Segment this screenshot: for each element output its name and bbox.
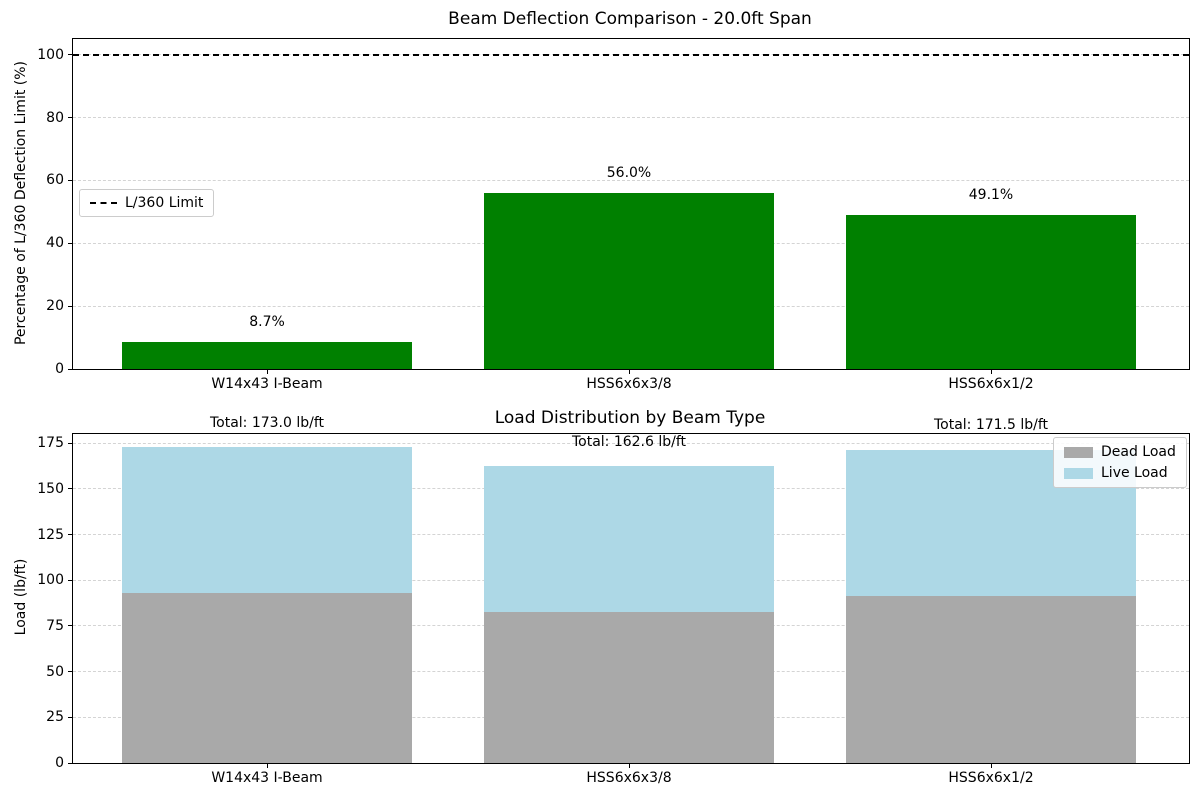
y-tick-mark — [68, 54, 72, 56]
dashed-line-sample-icon — [90, 202, 117, 204]
y-tick-mark — [68, 716, 72, 718]
y-tick-mark — [68, 305, 72, 307]
y-tick-label: 150 — [37, 480, 64, 497]
bar-value-label: 8.7% — [249, 313, 285, 330]
x-tick-label: W14x43 I-Beam — [211, 376, 323, 392]
deflection-plot-area: 0 20 40 60 80 100 W14x43 I-Beam HSS6x6x3/8 HSS6x… — [37, 38, 1190, 392]
dead-load-legend-label: Dead Load — [1101, 444, 1176, 460]
x-tick-mark — [629, 370, 630, 374]
load-plot-area: 0 25 50 75 100 125 150 175 W14x43 I-Beam HSS6x6x3… — [37, 415, 1190, 786]
x-tick-mark — [991, 764, 992, 768]
gridline — [73, 442, 1189, 444]
x-tick-label: HSS6x6x1/2 — [948, 376, 1034, 392]
x-tick-label: W14x43 I-Beam — [211, 770, 323, 786]
load-legend: Dead Load Live Load — [1053, 437, 1187, 488]
y-tick-mark — [68, 488, 72, 490]
y-tick-label: 25 — [46, 709, 64, 726]
y-tick-label: 20 — [46, 298, 64, 315]
live-load-bar — [122, 446, 412, 594]
y-tick-label: 125 — [37, 526, 64, 543]
y-tick-mark — [68, 625, 72, 627]
x-tick-mark — [267, 370, 268, 374]
y-tick-mark — [68, 368, 72, 370]
x-tick-label: HSS6x6x3/8 — [586, 376, 672, 392]
y-tick-label: 75 — [46, 617, 64, 634]
x-tick-label: HSS6x6x3/8 — [586, 770, 672, 786]
live-load-bar — [484, 465, 774, 613]
y-tick-label: 0 — [55, 755, 64, 771]
gridline — [73, 179, 1189, 181]
x-tick-mark — [629, 764, 630, 768]
x-tick-mark — [267, 764, 268, 768]
deflection-chart-title: Beam Deflection Comparison - 20.0ft Span — [448, 9, 812, 29]
live-load-legend-label: Live Load — [1101, 465, 1168, 481]
dead-load-bar — [846, 595, 1136, 763]
y-tick-mark — [68, 671, 72, 673]
y-tick-label: 175 — [37, 435, 64, 452]
deflection-y-axis-label: Percentage of L/360 Deflection Limit (%) — [13, 60, 29, 346]
y-tick-label: 60 — [46, 172, 64, 189]
y-tick-mark — [68, 117, 72, 119]
total-label: Total: 171.5 lb/ft — [933, 417, 1049, 434]
y-tick-label: 80 — [46, 109, 64, 126]
limit-legend: L/360 Limit — [79, 189, 215, 217]
deflection-bar — [484, 193, 774, 369]
dead-load-swatch-icon — [1064, 446, 1093, 458]
deflection-bar — [122, 341, 412, 369]
y-tick-label: 100 — [37, 46, 64, 63]
y-tick-label: 40 — [46, 235, 64, 252]
total-label: Total: 173.0 lb/ft — [209, 414, 325, 431]
live-load-swatch-icon — [1064, 467, 1093, 479]
y-tick-label: 50 — [46, 663, 64, 680]
x-tick-mark — [991, 370, 992, 374]
y-tick-mark — [68, 242, 72, 244]
legend-row-live-load: Live Load — [1064, 465, 1176, 481]
y-tick-mark — [68, 179, 72, 181]
deflection-bar — [846, 214, 1136, 369]
dead-load-bar — [122, 593, 412, 763]
limit-line — [73, 53, 1189, 56]
bar-value-label: 49.1% — [968, 186, 1014, 203]
y-tick-mark — [68, 442, 72, 444]
limit-legend-label: L/360 Limit — [125, 195, 204, 211]
total-label: Total: 162.6 lb/ft — [571, 433, 687, 450]
load-y-axis-label: Load (lb/ft) — [13, 558, 29, 636]
y-tick-mark — [68, 762, 72, 764]
y-tick-label: 0 — [55, 361, 64, 377]
x-tick-label: HSS6x6x1/2 — [948, 770, 1034, 786]
bar-value-label: 56.0% — [606, 164, 652, 181]
y-tick-label: 100 — [37, 572, 64, 589]
dead-load-bar — [484, 612, 774, 763]
y-tick-mark — [68, 579, 72, 581]
gridline — [73, 117, 1189, 119]
load-chart-title: Load Distribution by Beam Type — [494, 408, 766, 428]
y-tick-mark — [68, 534, 72, 536]
legend-row-dead-load: Dead Load — [1064, 444, 1176, 460]
